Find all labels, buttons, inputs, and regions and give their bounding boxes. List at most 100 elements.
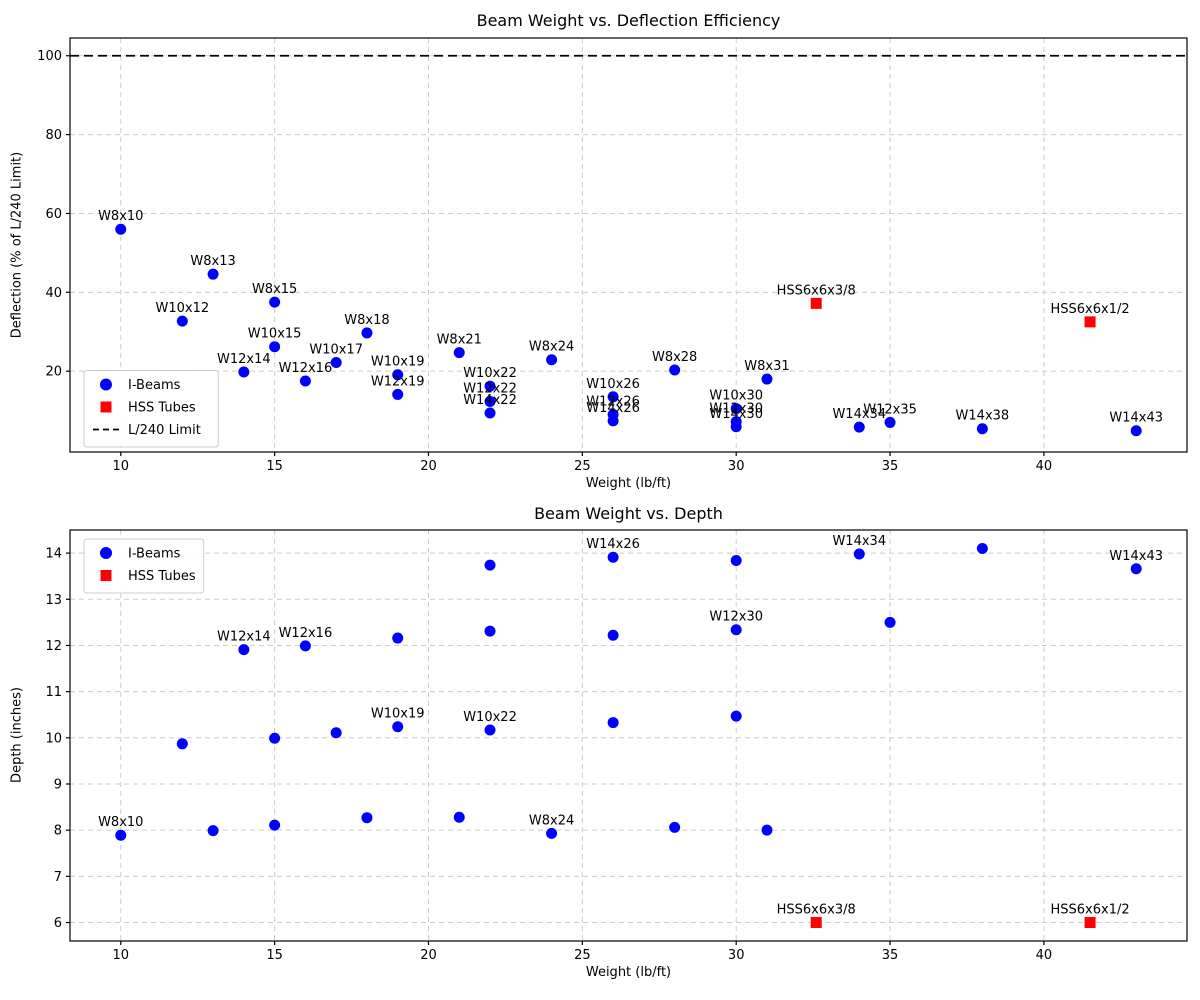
data-point-W8x13 bbox=[207, 268, 219, 280]
data-point-W14x30 bbox=[730, 554, 742, 566]
y-tick-label: 12 bbox=[45, 639, 62, 654]
point-annotation-HSS6x6x3/8: HSS6x6x3/8 bbox=[777, 283, 856, 298]
x-tick-label: 30 bbox=[728, 459, 745, 474]
data-point-W12x22 bbox=[484, 396, 496, 408]
data-point-W10x26 bbox=[607, 391, 619, 403]
point-annotation-W10x15: W10x15 bbox=[248, 327, 302, 342]
point-annotation-W12x19: W12x19 bbox=[371, 374, 425, 389]
x-tick-label: 20 bbox=[420, 459, 437, 474]
data-point-W12x19 bbox=[392, 632, 404, 644]
data-point-W14x26 bbox=[607, 415, 619, 427]
x-tick-label: 20 bbox=[420, 948, 437, 963]
data-point-W8x15 bbox=[269, 296, 281, 308]
y-tick-label: 11 bbox=[45, 685, 62, 700]
data-point-W10x26 bbox=[607, 717, 619, 729]
plot-area: W8x10 W8x24 W10x19 W10x22 W12x14 W12x16 W12x30… bbox=[45, 529, 1188, 963]
y-tick-label: 14 bbox=[45, 547, 62, 562]
y-tick-label: 9 bbox=[54, 777, 62, 792]
data-point-W12x19 bbox=[392, 388, 404, 400]
plot-border bbox=[69, 529, 1188, 942]
data-point-W12x35 bbox=[884, 416, 896, 428]
data-point-W8x15 bbox=[269, 819, 281, 831]
legend-label: I-Beams bbox=[128, 378, 181, 393]
point-annotation-W8x15: W8x15 bbox=[252, 282, 297, 297]
point-annotation-W8x13: W8x13 bbox=[190, 254, 235, 269]
legend-box bbox=[83, 370, 219, 448]
data-point-W14x26 bbox=[607, 551, 619, 563]
y-tick-label: 13 bbox=[45, 593, 62, 608]
data-point-W8x13 bbox=[207, 825, 219, 837]
point-annotation-W8x18: W8x18 bbox=[344, 313, 389, 328]
y-tick-label: 20 bbox=[45, 365, 62, 380]
data-point-W12x16 bbox=[299, 375, 311, 387]
x-axis-label: Weight (lb/ft) bbox=[585, 476, 672, 491]
y-tick-label: 40 bbox=[45, 286, 62, 301]
y-tick-label: 60 bbox=[45, 207, 62, 222]
point-annotation-W12x22: W12x22 bbox=[463, 382, 517, 397]
data-point-W10x22 bbox=[484, 380, 496, 392]
data-point-W8x18 bbox=[361, 327, 373, 339]
point-annotation-W10x22: W10x22 bbox=[463, 366, 517, 381]
data-point-W14x43 bbox=[1130, 563, 1142, 575]
data-point-HSS6x6x1/2 bbox=[1084, 316, 1096, 328]
data-point-W14x38 bbox=[976, 423, 988, 435]
point-annotation-W10x19: W10x19 bbox=[371, 707, 425, 722]
data-point-W14x30 bbox=[730, 421, 742, 433]
data-point-W10x15 bbox=[269, 341, 281, 353]
data-point-W12x22 bbox=[484, 625, 496, 637]
data-point-W12x16 bbox=[299, 640, 311, 652]
x-tick-label: 30 bbox=[728, 948, 745, 963]
point-annotation-W12x14: W12x14 bbox=[217, 630, 271, 645]
data-point-W8x21 bbox=[453, 811, 465, 823]
y-tick-label: 8 bbox=[54, 824, 62, 839]
point-annotation-W8x24: W8x24 bbox=[529, 340, 574, 355]
data-point-W8x24 bbox=[546, 827, 558, 839]
y-tick-label: 6 bbox=[54, 916, 62, 931]
point-annotation-W10x12: W10x12 bbox=[155, 301, 209, 316]
point-annotation-W14x43: W14x43 bbox=[1109, 549, 1163, 564]
x-tick-label: 40 bbox=[1036, 459, 1053, 474]
point-annotation-W10x26: W10x26 bbox=[586, 377, 640, 392]
data-point-W8x10 bbox=[115, 829, 127, 841]
point-annotation-W8x10: W8x10 bbox=[98, 815, 143, 830]
legend-marker-circle bbox=[100, 378, 112, 391]
point-annotation-W12x14: W12x14 bbox=[217, 352, 271, 367]
data-point-W10x17 bbox=[330, 356, 342, 368]
point-annotation-W8x21: W8x21 bbox=[437, 333, 482, 348]
point-annotation-W12x30: W12x30 bbox=[709, 610, 763, 625]
point-annotation-W10x22: W10x22 bbox=[463, 710, 517, 725]
data-point-W8x21 bbox=[453, 347, 465, 359]
point-annotation-W12x16: W12x16 bbox=[279, 361, 333, 376]
x-tick-label: 25 bbox=[574, 948, 591, 963]
point-annotation-W14x38: W14x38 bbox=[956, 409, 1010, 424]
point-annotation-W14x30: W14x30 bbox=[709, 407, 763, 422]
data-point-W8x31 bbox=[761, 373, 773, 385]
data-point-W10x30 bbox=[730, 403, 742, 415]
y-tick-label: 10 bbox=[45, 731, 62, 746]
x-tick-label: 15 bbox=[266, 948, 283, 963]
y-tick-label: 80 bbox=[45, 128, 62, 143]
data-point-W14x34 bbox=[853, 548, 865, 560]
legend-marker-circle bbox=[100, 547, 112, 559]
data-point-W10x17 bbox=[330, 727, 342, 739]
data-point-W10x30 bbox=[730, 710, 742, 722]
point-annotation-W12x35: W12x35 bbox=[863, 402, 917, 417]
plot-area: W8x10 W8x13 W8x15 W8x18 W8x21 W8x24 W8x28 W8x31… bbox=[37, 37, 1188, 474]
point-annotation-HSS6x6x3/8: HSS6x6x3/8 bbox=[777, 903, 856, 918]
data-point-W8x18 bbox=[361, 812, 373, 824]
y-tick-label: 7 bbox=[54, 870, 62, 885]
point-annotation-W14x26: W14x26 bbox=[586, 401, 640, 416]
data-point-W8x28 bbox=[669, 364, 681, 376]
point-annotation-HSS6x6x1/2: HSS6x6x1/2 bbox=[1050, 903, 1129, 918]
data-point-HSS6x6x3/8 bbox=[810, 917, 822, 929]
legend-label: I-Beams bbox=[128, 547, 181, 562]
data-point-HSS6x6x3/8 bbox=[810, 297, 822, 309]
legend-label: HSS Tubes bbox=[128, 401, 196, 416]
x-axis-label: Weight (lb/ft) bbox=[585, 965, 672, 980]
point-annotation-W14x34: W14x34 bbox=[832, 534, 886, 549]
chart-depth: Beam Weight vs. Depth Depth (inches) W8x… bbox=[0, 500, 1200, 1000]
legend-marker-square bbox=[100, 570, 112, 581]
point-annotation-W8x31: W8x31 bbox=[744, 359, 789, 374]
legend-label: L/240 Limit bbox=[128, 423, 201, 438]
point-annotation-HSS6x6x1/2: HSS6x6x1/2 bbox=[1050, 302, 1129, 317]
